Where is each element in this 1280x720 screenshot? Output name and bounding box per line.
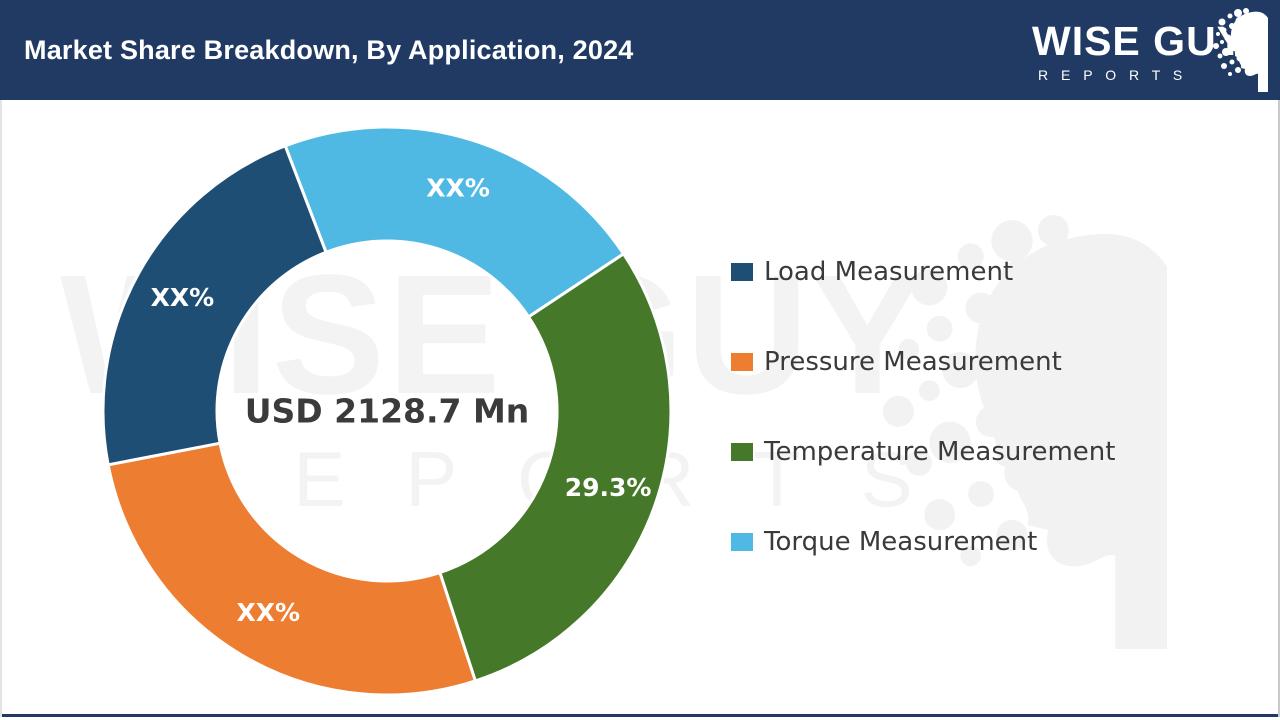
chart-legend: Load Measurement Pressure Measurement Te… bbox=[731, 252, 1115, 562]
legend-item-temperature: Temperature Measurement bbox=[731, 432, 1115, 472]
legend-swatch-torque bbox=[731, 533, 753, 551]
logo-wordmark: WISE GUY bbox=[1032, 18, 1245, 64]
legend-label-load: Load Measurement bbox=[764, 257, 1014, 287]
donut-slice-label: 29.3% bbox=[565, 473, 652, 502]
donut-slice-label: XX% bbox=[151, 283, 215, 312]
donut-slice-label: XX% bbox=[426, 174, 490, 203]
donut-slice-pressure-measurement bbox=[106, 441, 477, 697]
page-title: Market Share Breakdown, By Application, … bbox=[24, 34, 634, 65]
legend-label-temperature: Temperature Measurement bbox=[764, 437, 1116, 467]
wise-guy-logo: WISE GUY R E P O R T S bbox=[1032, 8, 1268, 92]
legend-item-load: Load Measurement bbox=[731, 252, 1115, 292]
donut-chart: XX% 29.3% XX% XX% bbox=[101, 125, 673, 697]
donut-slice-temperature-measurement bbox=[438, 252, 673, 683]
legend-swatch-load bbox=[731, 263, 753, 281]
donut-slice-torque-measurement bbox=[283, 125, 626, 319]
legend-item-torque: Torque Measurement bbox=[731, 522, 1115, 562]
donut-slice-label: XX% bbox=[236, 598, 300, 627]
legend-label-pressure: Pressure Measurement bbox=[764, 347, 1062, 377]
logo-subtext: R E P O R T S bbox=[1038, 67, 1187, 83]
header-bar: Market Share Breakdown, By Application, … bbox=[0, 0, 1280, 100]
donut-slice-load-measurement bbox=[101, 144, 328, 467]
legend-swatch-temperature bbox=[731, 443, 753, 461]
legend-item-pressure: Pressure Measurement bbox=[731, 342, 1115, 382]
legend-swatch-pressure bbox=[731, 353, 753, 371]
bottom-accent-bar bbox=[2, 714, 1278, 717]
chart-center-total: USD 2128.7 Mn bbox=[244, 391, 530, 431]
legend-label-torque: Torque Measurement bbox=[764, 527, 1038, 557]
